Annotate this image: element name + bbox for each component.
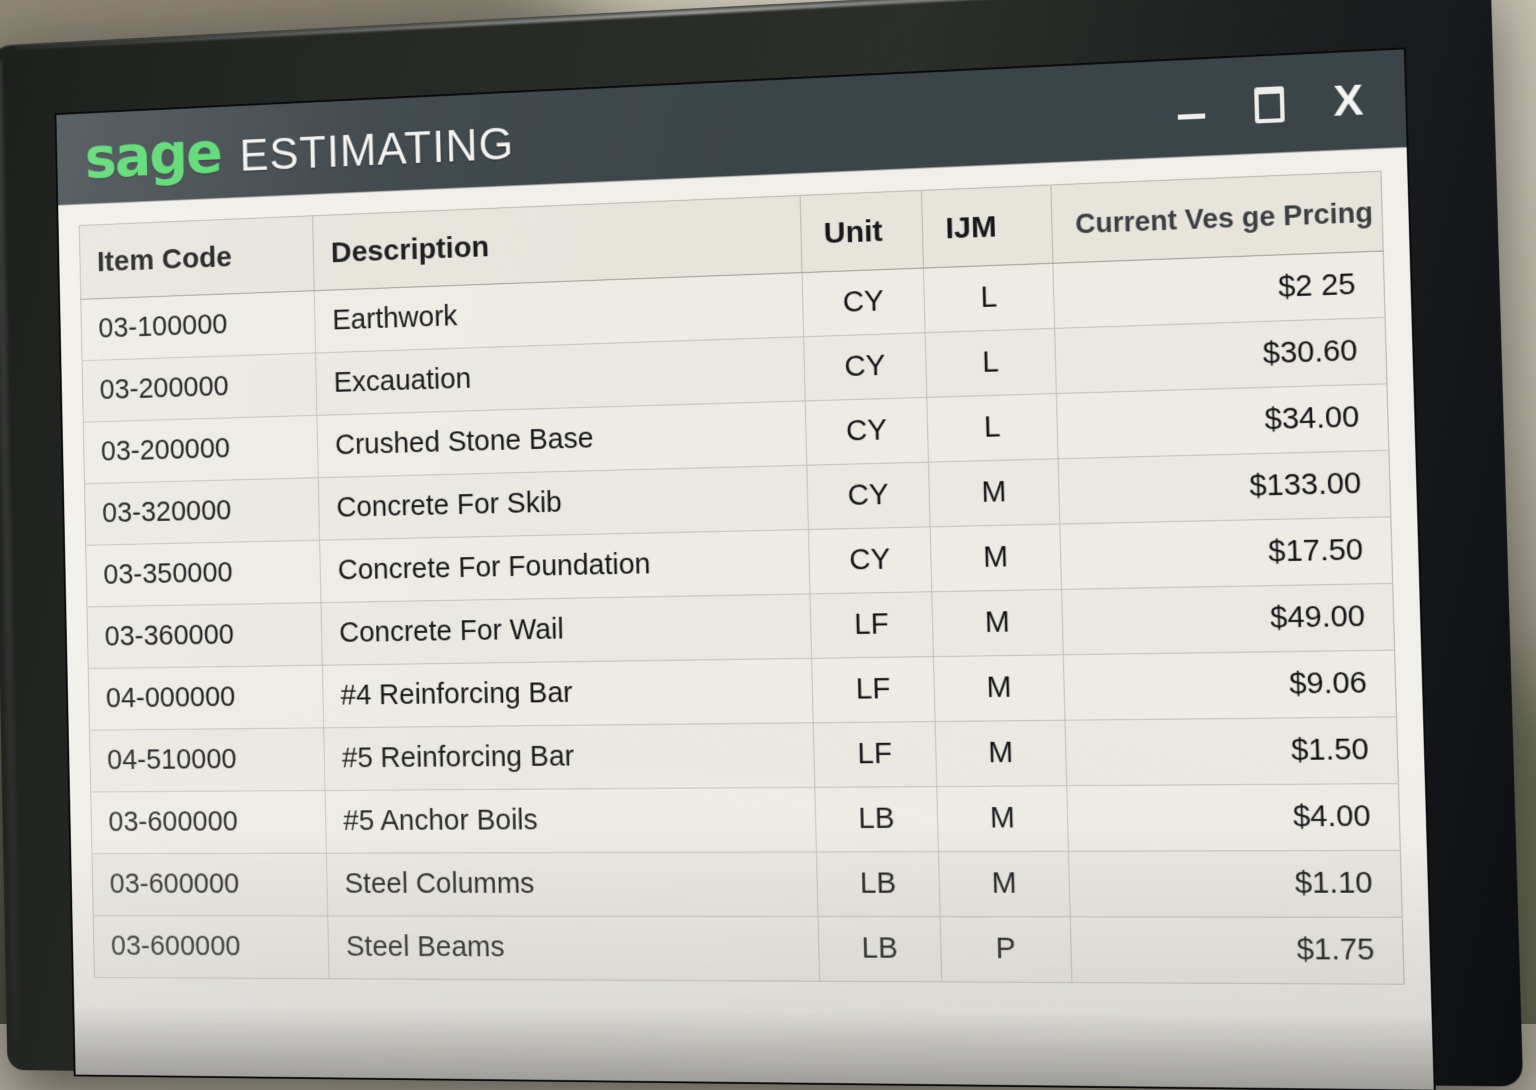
table-row[interactable]: 03-600000 Steel Beams LB P $1.75 bbox=[93, 915, 1405, 985]
items-table: Item Code Description Unit IJM Current V… bbox=[78, 170, 1405, 985]
column-header-unit[interactable]: Unit bbox=[800, 190, 924, 273]
app-title: ESTIMATING bbox=[239, 117, 515, 181]
minimize-button[interactable] bbox=[1173, 88, 1210, 129]
cell-unit[interactable]: CY bbox=[806, 462, 931, 530]
cell-pricing[interactable]: $9.06 bbox=[1063, 650, 1397, 721]
cell-description[interactable]: Steel Beams bbox=[327, 915, 820, 982]
cell-um[interactable]: M bbox=[935, 720, 1067, 787]
cell-item-code[interactable]: 03-100000 bbox=[80, 290, 316, 361]
cell-description[interactable]: Steel Columms bbox=[326, 851, 819, 917]
window-controls: X bbox=[1173, 75, 1378, 129]
cell-unit[interactable]: LB bbox=[816, 851, 941, 917]
cell-description[interactable]: #5 Anchor Boils bbox=[325, 787, 817, 854]
cell-unit[interactable]: LF bbox=[811, 656, 936, 723]
close-icon: X bbox=[1332, 75, 1364, 126]
cell-unit[interactable]: CY bbox=[802, 268, 926, 337]
cell-um[interactable]: M bbox=[931, 589, 1064, 657]
cell-item-code[interactable]: 03-600000 bbox=[91, 853, 328, 916]
sage-logo: sage bbox=[84, 119, 222, 192]
screen: sage ESTIMATING X bbox=[56, 49, 1434, 1090]
cell-unit[interactable]: CY bbox=[803, 332, 927, 401]
column-header-pricing[interactable]: Current Ves ge Prcing bbox=[1050, 171, 1384, 264]
cell-unit[interactable]: LB bbox=[818, 916, 942, 982]
brand: sage ESTIMATING bbox=[84, 110, 515, 192]
cell-description[interactable]: Concrete For Wail bbox=[320, 593, 812, 666]
cell-description[interactable]: #5 Reinforcing Bar bbox=[323, 722, 815, 791]
cell-description[interactable]: #4 Reinforcing Bar bbox=[322, 658, 814, 728]
cell-pricing[interactable]: $1.10 bbox=[1068, 850, 1403, 918]
item-sheet: Item Code Description Unit IJM Current V… bbox=[58, 146, 1434, 1090]
cell-pricing[interactable]: $1.75 bbox=[1070, 916, 1405, 985]
cell-unit[interactable]: LB bbox=[814, 786, 939, 852]
maximize-icon bbox=[1254, 85, 1285, 123]
close-button[interactable]: X bbox=[1330, 75, 1368, 126]
cell-pricing[interactable]: $34.00 bbox=[1056, 383, 1389, 459]
cell-pricing[interactable]: $49.00 bbox=[1061, 583, 1395, 655]
monitor-scene: sage ESTIMATING X bbox=[0, 0, 1536, 1024]
cell-item-code[interactable]: 03-320000 bbox=[84, 477, 320, 546]
cell-pricing[interactable]: $133.00 bbox=[1058, 450, 1391, 525]
cell-pricing[interactable]: $2 25 bbox=[1052, 251, 1386, 329]
cell-pricing[interactable]: $30.60 bbox=[1054, 317, 1387, 394]
cell-pricing[interactable]: $17.50 bbox=[1059, 516, 1393, 590]
column-header-item-code[interactable]: Item Code bbox=[79, 215, 315, 300]
cell-unit[interactable]: LF bbox=[813, 721, 937, 788]
minimize-icon bbox=[1177, 112, 1206, 120]
cell-item-code[interactable]: 03-200000 bbox=[83, 415, 319, 484]
cell-pricing[interactable]: $4.00 bbox=[1066, 783, 1401, 852]
cell-item-code[interactable]: 03-350000 bbox=[85, 540, 321, 607]
maximize-button[interactable] bbox=[1251, 84, 1288, 125]
table-body: 03-100000 Earthwork CY L $2 25 03-200000 Excau… bbox=[80, 251, 1405, 985]
table-row[interactable]: 03-600000 Steel Columms LB M $1.10 bbox=[91, 850, 1403, 918]
cell-unit[interactable]: LF bbox=[810, 591, 934, 659]
cell-unit[interactable]: CY bbox=[805, 397, 929, 466]
cell-um[interactable]: L bbox=[925, 328, 1057, 398]
cell-pricing[interactable]: $1.50 bbox=[1065, 716, 1399, 786]
cell-item-code[interactable]: 03-200000 bbox=[82, 352, 317, 423]
cell-um[interactable]: M bbox=[936, 785, 1069, 852]
